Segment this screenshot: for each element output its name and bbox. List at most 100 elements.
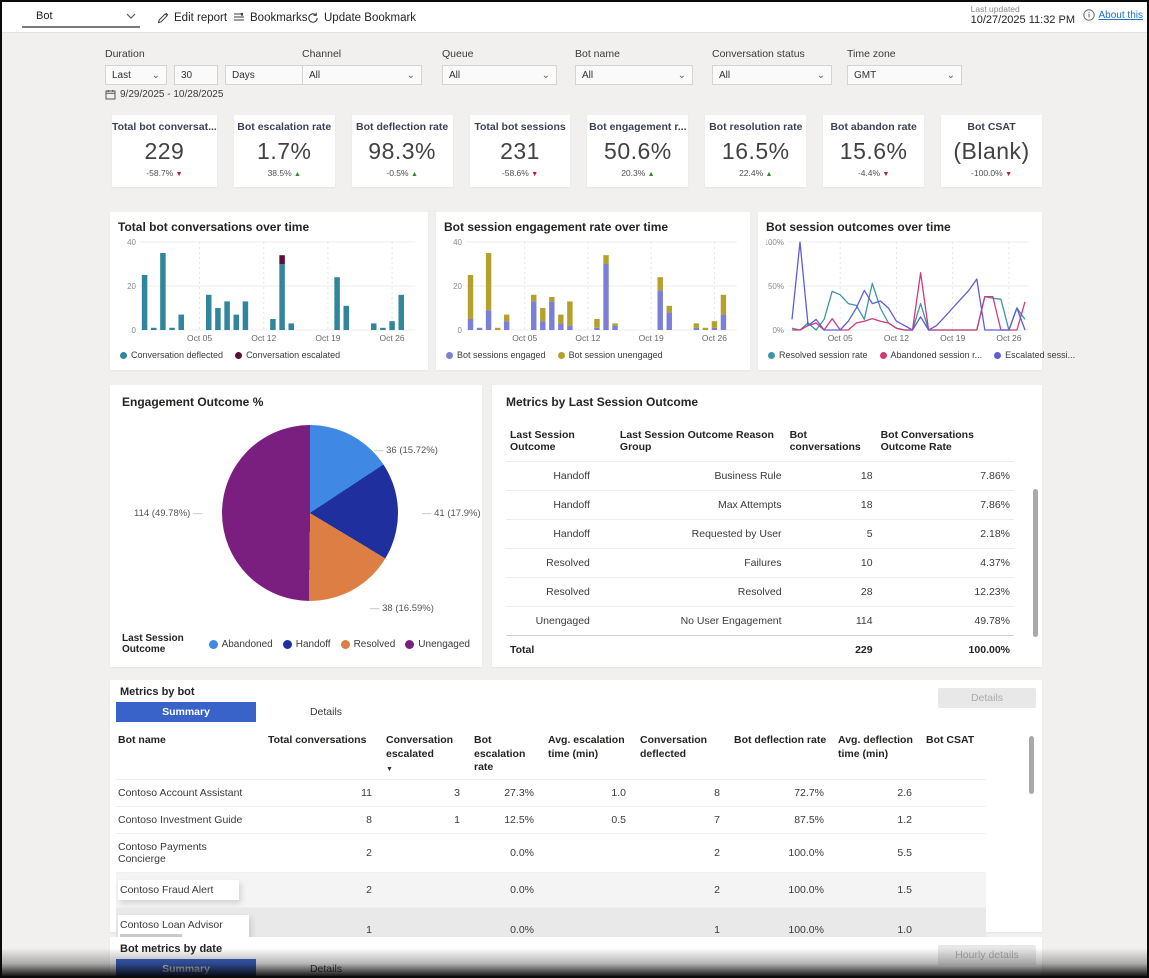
tab-details[interactable]: Details: [256, 702, 396, 722]
column-header[interactable]: Bot deflection rate: [734, 734, 827, 746]
column-header[interactable]: Conversation deflected: [640, 734, 708, 760]
tab-summary[interactable]: Summary: [116, 702, 256, 722]
table-row[interactable]: Resolved Resolved 28 12.23%: [506, 577, 1014, 607]
details-button[interactable]: Details: [938, 688, 1036, 708]
bot-name-cell: Contoso Payments Concierge: [116, 832, 266, 873]
column-header[interactable]: Bot escalation rate: [474, 734, 526, 774]
bookmarks-button[interactable]: Bookmarks: [233, 2, 308, 33]
about-this-link[interactable]: About this: [1082, 9, 1143, 21]
chevron-down-icon: ⌄: [406, 69, 415, 81]
kpi-title: Bot deflection rate: [356, 121, 449, 133]
legend-item[interactable]: Abandoned: [208, 638, 273, 650]
table-row[interactable]: Handoff Max Attempts 18 7.86%: [506, 490, 1014, 520]
kpi-title: Total bot sessions: [474, 121, 566, 133]
sort-descending-icon[interactable]: ▼: [386, 766, 393, 774]
legend-item[interactable]: Resolved session rate: [768, 350, 868, 360]
legend-item[interactable]: Resolved: [340, 639, 395, 650]
table-row[interactable]: Unengaged No User Engagement 114 49.78%: [506, 606, 1014, 636]
channel-select[interactable]: All ⌄: [302, 65, 422, 85]
legend-item[interactable]: Abandoned session r...: [879, 350, 982, 360]
metrics-by-bot-table: Bot name Total conversations Conversation …: [116, 728, 986, 952]
table-cell: 12.23%: [876, 577, 1014, 607]
kpi-card[interactable]: Bot resolution rate 16.5% 22.4% ▲: [705, 115, 807, 187]
kpi-card-row: Total bot conversat... 229 -58.7% ▼ Bot esc…: [112, 115, 1042, 187]
tab-summary[interactable]: Summary: [116, 959, 256, 976]
legend-dot-icon: [208, 639, 218, 649]
kpi-card[interactable]: Bot engagement r... 50.6% 20.3% ▲: [587, 115, 689, 187]
legend-item[interactable]: Escalated sessi...: [994, 350, 1075, 360]
legend-dot-icon: [405, 639, 415, 649]
conversation-status-select[interactable]: All ⌄: [712, 65, 832, 85]
duration-count-input[interactable]: [174, 65, 218, 85]
legend-label: Abandoned: [221, 638, 273, 650]
legend-item[interactable]: Conversation deflected: [120, 350, 223, 360]
table-row[interactable]: Handoff Requested by User 5 2.18%: [506, 519, 1014, 549]
outcome-table-scrollbar[interactable]: [1033, 489, 1038, 637]
table-cell: Resolved: [506, 548, 616, 578]
report-selector[interactable]: Bot: [22, 6, 140, 28]
kpi-card[interactable]: Total bot conversat... 229 -58.7% ▼: [112, 115, 217, 187]
metrics-by-bot-tabs: Summary Details: [116, 702, 1036, 722]
table-row[interactable]: Contoso Investment Guide 8 1 12.5% 0.5 7 87.5%…: [116, 805, 986, 834]
legend-item[interactable]: Handoff: [282, 639, 331, 650]
chart-title: Engagement Outcome %: [122, 395, 264, 409]
table-cell: 5.5: [836, 832, 924, 873]
bar-chart[interactable]: 0 20 40 Oct 05 Oct 12 Oct 19 Oct 26: [444, 236, 742, 349]
kpi-card[interactable]: Bot deflection rate 98.3% -0.5% ▲: [351, 115, 453, 187]
bot-name-value: All: [582, 69, 594, 81]
update-bookmark-button[interactable]: Update Bookmark: [307, 2, 416, 33]
kpi-card[interactable]: Bot abandon rate 15.6% -4.4% ▼: [823, 115, 925, 187]
legend-dot-icon: [446, 351, 453, 359]
section-title: Metrics by bot: [120, 686, 195, 698]
column-header[interactable]: Avg. escalation time (min): [548, 734, 625, 760]
legend-label: Conversation deflected: [131, 350, 224, 360]
svg-text:50%: 50%: [768, 282, 784, 291]
bot-name: Contoso Investment Guide: [118, 813, 243, 826]
kpi-value: 1.7%: [257, 138, 312, 164]
kpi-card[interactable]: Total bot sessions 231 -58.6% ▼: [469, 115, 571, 187]
bar-chart[interactable]: 0 20 40 Oct 05 Oct 12 Oct 19 Oct 26: [118, 236, 420, 349]
table-row[interactable]: Contoso Fraud Alert 2 0.0% 2 100.0% 1.5: [116, 871, 986, 908]
table-row[interactable]: Contoso Account Assistant 11 3 27.3% 1.0 8 72.…: [116, 778, 986, 807]
column-header[interactable]: Last Session Outcome: [510, 429, 575, 453]
legend-item[interactable]: Conversation escalated: [235, 350, 340, 360]
column-header[interactable]: Total conversations: [268, 734, 367, 746]
pie-chart[interactable]: [222, 425, 398, 601]
svg-text:20: 20: [127, 282, 136, 291]
legend-item[interactable]: Unengaged: [405, 639, 470, 650]
edit-report-button[interactable]: Edit report: [157, 2, 227, 33]
column-header[interactable]: Last Session Outcome Reason Group: [619, 429, 774, 453]
table-row[interactable]: Contoso Payments Concierge 2 0.0% 2 100.0% 5.…: [116, 832, 986, 873]
legend-item[interactable]: Bot sessions engaged: [446, 350, 546, 360]
queue-label: Queue: [442, 48, 474, 60]
legend-item[interactable]: Bot session unengaged: [557, 350, 663, 360]
table-cell: 2.18%: [876, 519, 1014, 549]
column-header[interactable]: Conversation escalated ▼: [384, 728, 472, 779]
kpi-card[interactable]: Bot escalation rate 1.7% 38.5% ▲: [233, 115, 335, 187]
duration-mode-select[interactable]: Last ⌄: [105, 65, 167, 85]
channel-label: Channel: [302, 48, 342, 60]
column-header[interactable]: Bot Conversations Outcome Rate: [880, 429, 974, 453]
column-header[interactable]: Bot CSAT: [926, 734, 975, 746]
chevron-down-icon: [126, 13, 136, 19]
column-header[interactable]: Bot name: [118, 734, 166, 746]
time-zone-value: GMT: [854, 69, 877, 81]
time-zone-select[interactable]: GMT ⌄: [847, 65, 962, 85]
table-row[interactable]: Resolved Failures 10 4.37%: [506, 548, 1014, 578]
kpi-card[interactable]: Bot CSAT (Blank) -100.0% ▼: [941, 115, 1042, 187]
queue-select[interactable]: All ⌄: [442, 65, 557, 85]
column-header[interactable]: Avg. deflection time (min): [838, 734, 913, 760]
tab-details[interactable]: Details: [256, 959, 396, 976]
hourly-details-button[interactable]: Hourly details: [938, 945, 1036, 965]
bot-table-scrollbar[interactable]: [1029, 736, 1034, 794]
kpi-value: 16.5%: [721, 138, 790, 164]
chevron-down-icon: ⌄: [151, 69, 160, 81]
line-chart[interactable]: 0% 50% 100% Oct 05 Oct 12 Oct 19 Oct 26: [764, 236, 1034, 349]
column-header[interactable]: Bot conversations: [789, 429, 861, 453]
kpi-title: Bot abandon rate: [830, 121, 917, 133]
table-cell: 8: [266, 805, 384, 834]
table-row[interactable]: Handoff Business Rule 18 7.86%: [506, 461, 1014, 491]
bot-name-select[interactable]: All ⌄: [575, 65, 693, 85]
session-outcomes-over-time-panel: Bot session outcomes over time 0% 50% 100%…: [758, 212, 1075, 370]
bot-metrics-by-date-tabs: Summary Details: [116, 959, 1036, 976]
